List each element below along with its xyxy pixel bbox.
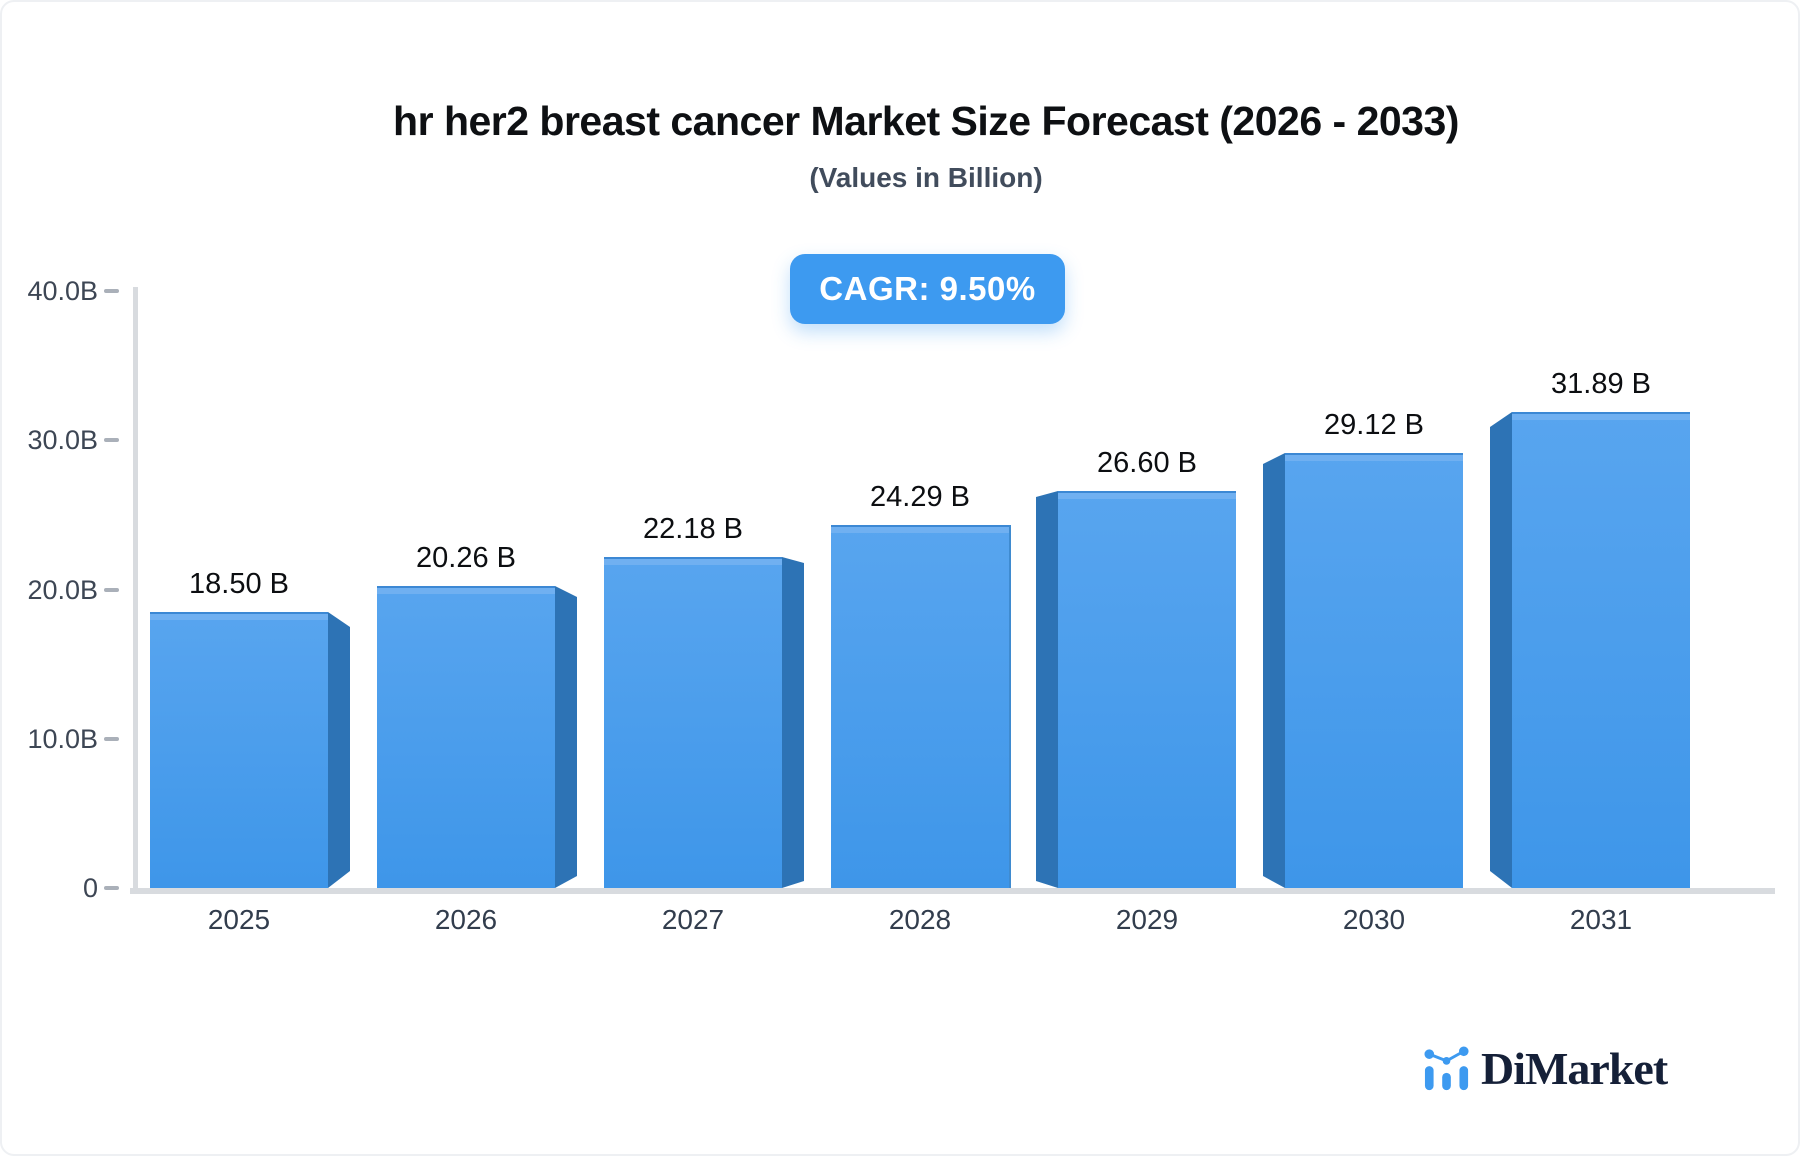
bar-2030 — [1285, 453, 1463, 888]
cagr-badge: CAGR: 9.50% — [790, 254, 1065, 324]
y-axis-tick-label: 20.0B — [27, 574, 98, 605]
bar-value-label: 31.89 B — [1551, 368, 1651, 400]
x-axis-category-label: 2031 — [1569, 904, 1633, 935]
x-axis-category-label: 2027 — [661, 904, 725, 935]
bar-2026 — [377, 586, 555, 888]
x-axis-baseline — [130, 888, 1775, 894]
y-axis-tick-label: 30.0B — [27, 425, 98, 456]
bar-value-label: 29.12 B — [1324, 409, 1424, 441]
bar-2027 — [604, 557, 782, 888]
bar-2028 — [831, 525, 1011, 888]
bar-side-face — [1263, 453, 1285, 888]
mini-bar-line-chart-icon — [1424, 1045, 1469, 1090]
y-axis-tick-mark — [104, 736, 119, 741]
y-axis-tick-mark — [104, 438, 119, 443]
y-axis-tick-mark — [104, 886, 119, 890]
bar-side-face — [1490, 412, 1512, 888]
bar-top-face — [1512, 412, 1690, 420]
brand-logo-text: DiMarket — [1481, 1043, 1668, 1094]
bar-top-face — [1058, 491, 1236, 499]
x-axis-category-label: 2026 — [434, 904, 498, 935]
y-axis-tick-label: 0 — [82, 873, 98, 903]
bar-top-face — [1285, 453, 1463, 461]
y-axis-tick-mark — [104, 289, 119, 293]
brand-logo: DiMarket — [1423, 1042, 1668, 1095]
bar-side-face — [782, 557, 804, 888]
bar-top-face — [604, 557, 782, 565]
y-axis-tick-mark — [104, 587, 119, 592]
x-axis-category-label: 2025 — [207, 904, 271, 935]
cagr-badge-label: CAGR: 9.50% — [819, 270, 1036, 307]
bar-side-face — [328, 612, 350, 888]
y-axis-tick-label: 40.0B — [27, 276, 98, 306]
bar-top-face — [150, 612, 328, 620]
bar-side-face — [555, 586, 577, 888]
x-axis-category-label: 2028 — [888, 904, 952, 935]
chart-title: hr her2 breast cancer Market Size Foreca… — [393, 98, 1459, 144]
bar-value-label: 18.50 B — [189, 568, 289, 600]
y-axis-line — [133, 287, 138, 894]
bar-side-face — [1036, 491, 1058, 888]
bar-value-label: 24.29 B — [870, 481, 970, 513]
bar-value-label: 22.18 B — [643, 513, 743, 545]
chart-subtitle: (Values in Billion) — [809, 162, 1043, 193]
bar-top-face — [831, 525, 1009, 533]
bar-value-label: 26.60 B — [1097, 447, 1197, 479]
bar-top-face — [377, 586, 555, 594]
bar-2029 — [1058, 491, 1236, 888]
bar-value-label: 20.26 B — [416, 542, 516, 574]
bar-2031 — [1512, 412, 1690, 888]
y-axis-tick-label: 10.0B — [27, 723, 98, 754]
bar-2025 — [150, 612, 328, 888]
x-axis-category-label: 2029 — [1115, 904, 1179, 935]
x-axis-category-label: 2030 — [1342, 904, 1406, 935]
